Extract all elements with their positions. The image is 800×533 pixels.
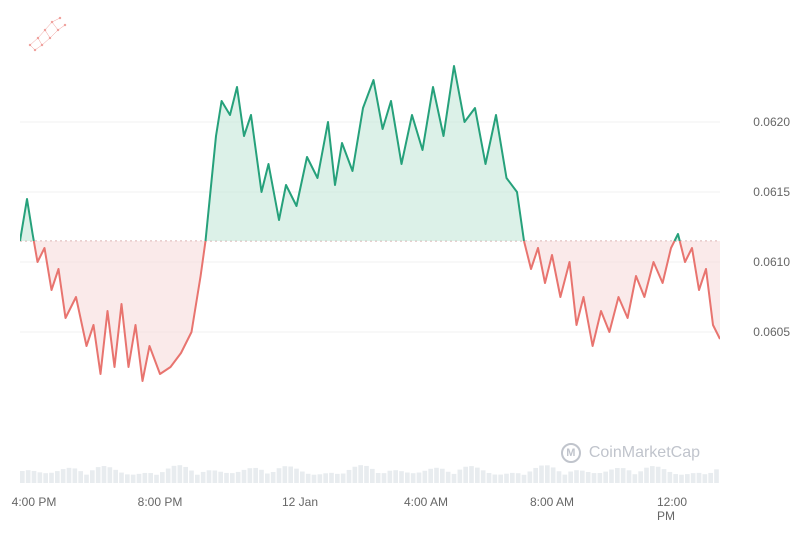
x-tick-label: 12:00 PM — [657, 495, 699, 523]
y-tick-label: 0.0610 — [753, 255, 790, 269]
watermark: M CoinMarketCap — [561, 443, 700, 463]
y-axis: 0.0605 0.0610 0.0615 0.0620 — [730, 10, 790, 483]
x-axis: 4:00 PM8:00 PM12 Jan4:00 AM8:00 AM12:00 … — [20, 495, 720, 515]
x-tick-label: 4:00 AM — [404, 495, 448, 509]
price-chart[interactable] — [20, 10, 720, 483]
watermark-text: CoinMarketCap — [589, 444, 700, 462]
x-tick-label: 8:00 PM — [138, 495, 183, 509]
y-tick-label: 0.0620 — [753, 115, 790, 129]
x-tick-label: 8:00 AM — [530, 495, 574, 509]
y-tick-label: 0.0615 — [753, 185, 790, 199]
y-tick-label: 0.0605 — [753, 325, 790, 339]
watermark-icon: M — [561, 443, 581, 463]
x-tick-label: 4:00 PM — [12, 495, 57, 509]
x-tick-label: 12 Jan — [282, 495, 318, 509]
